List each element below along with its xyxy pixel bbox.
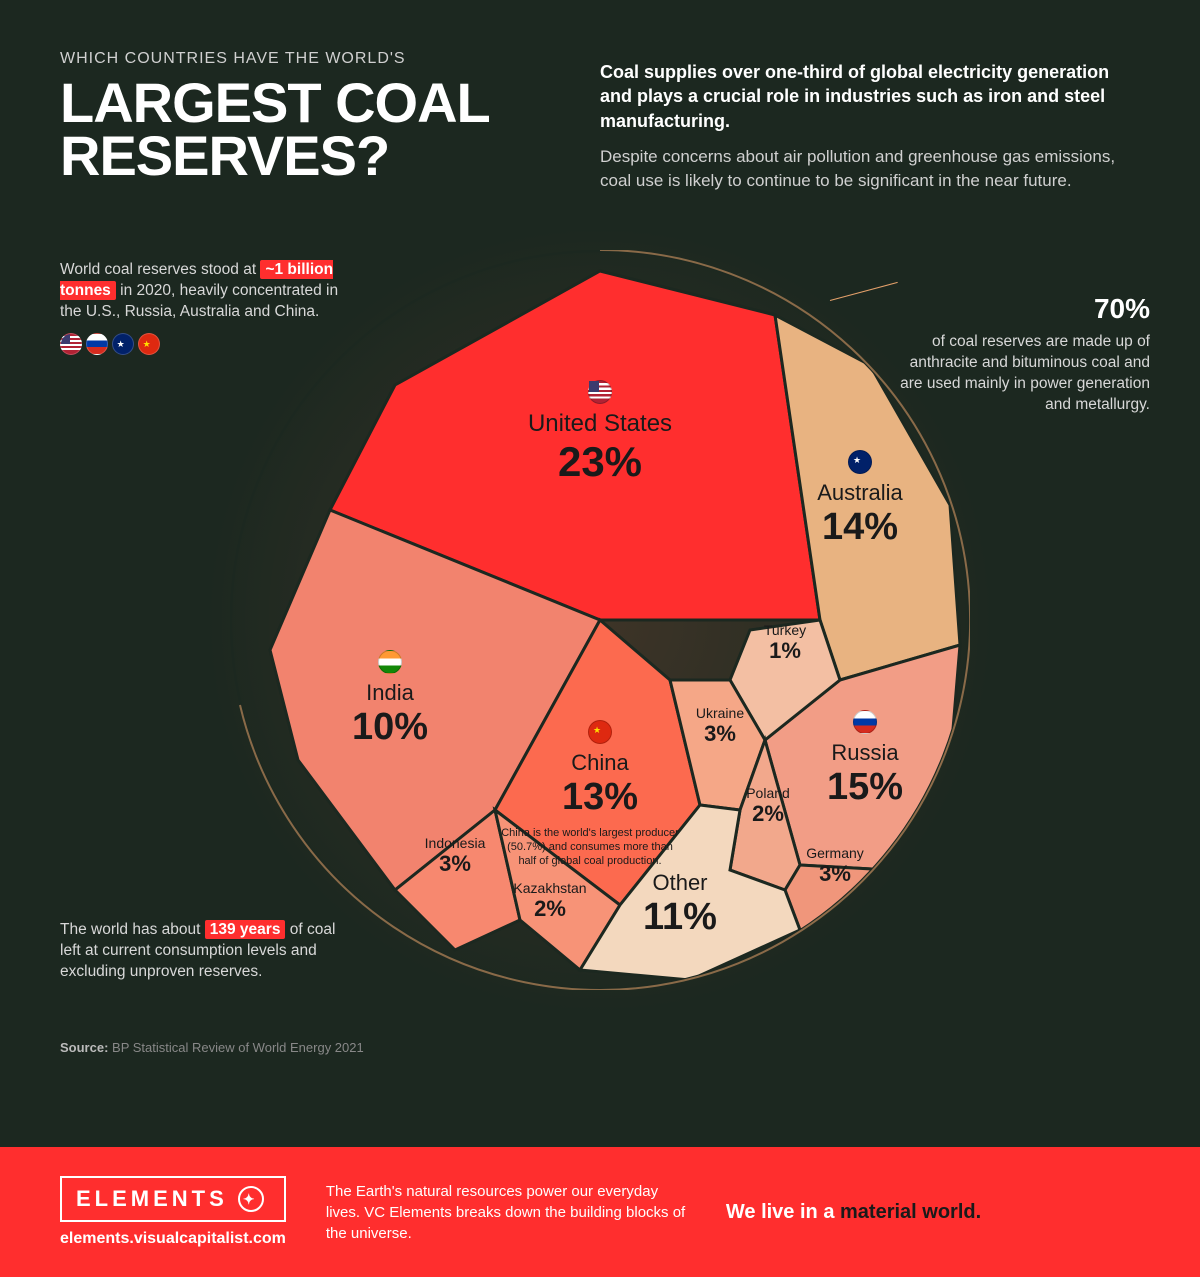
us-flag-icon — [60, 333, 82, 355]
brand-icon: ✦ — [238, 1186, 264, 1212]
slogan-emphasis: material world. — [840, 1201, 981, 1223]
voronoi-svg — [230, 250, 970, 990]
cell-germany — [785, 865, 890, 930]
footer-tagline: The Earth's natural resources power our … — [326, 1181, 686, 1244]
footer-bar: ELEMENTS ✦ elements.visualcapitalist.com… — [0, 1147, 1200, 1277]
subtitle: WHICH COUNTRIES HAVE THE WORLD'S — [60, 50, 560, 68]
brand-url: elements.visualcapitalist.com — [60, 1230, 286, 1248]
header-right: Coal supplies over one-third of global e… — [600, 50, 1140, 192]
title: LARGEST COAL RESERVES? — [60, 76, 560, 182]
brand-name: ELEMENTS — [76, 1186, 228, 1212]
header-left: WHICH COUNTRIES HAVE THE WORLD'S LARGEST… — [60, 50, 560, 192]
voronoi-chart: United States23%★Australia14%Russia15%In… — [230, 250, 970, 990]
infographic-page: WHICH COUNTRIES HAVE THE WORLD'S LARGEST… — [0, 0, 1200, 1277]
header: WHICH COUNTRIES HAVE THE WORLD'S LARGEST… — [0, 0, 1200, 212]
source-citation: Source: BP Statistical Review of World E… — [60, 1040, 364, 1055]
intro-bold: Coal supplies over one-third of global e… — [600, 60, 1140, 133]
cn-flag-icon: ★ — [138, 333, 160, 355]
slogan-pre: We live in a — [726, 1201, 840, 1223]
intro-text: Despite concerns about air pollution and… — [600, 145, 1140, 193]
footer-slogan: We live in a material world. — [726, 1201, 981, 1224]
source-text: BP Statistical Review of World Energy 20… — [112, 1040, 364, 1055]
au-flag-icon: ★ — [112, 333, 134, 355]
note-text: The world has about — [60, 921, 205, 938]
footer-left: ELEMENTS ✦ elements.visualcapitalist.com — [60, 1176, 286, 1248]
source-label: Source: — [60, 1040, 108, 1055]
ru-flag-icon — [86, 333, 108, 355]
brand-logo: ELEMENTS ✦ — [60, 1176, 286, 1222]
